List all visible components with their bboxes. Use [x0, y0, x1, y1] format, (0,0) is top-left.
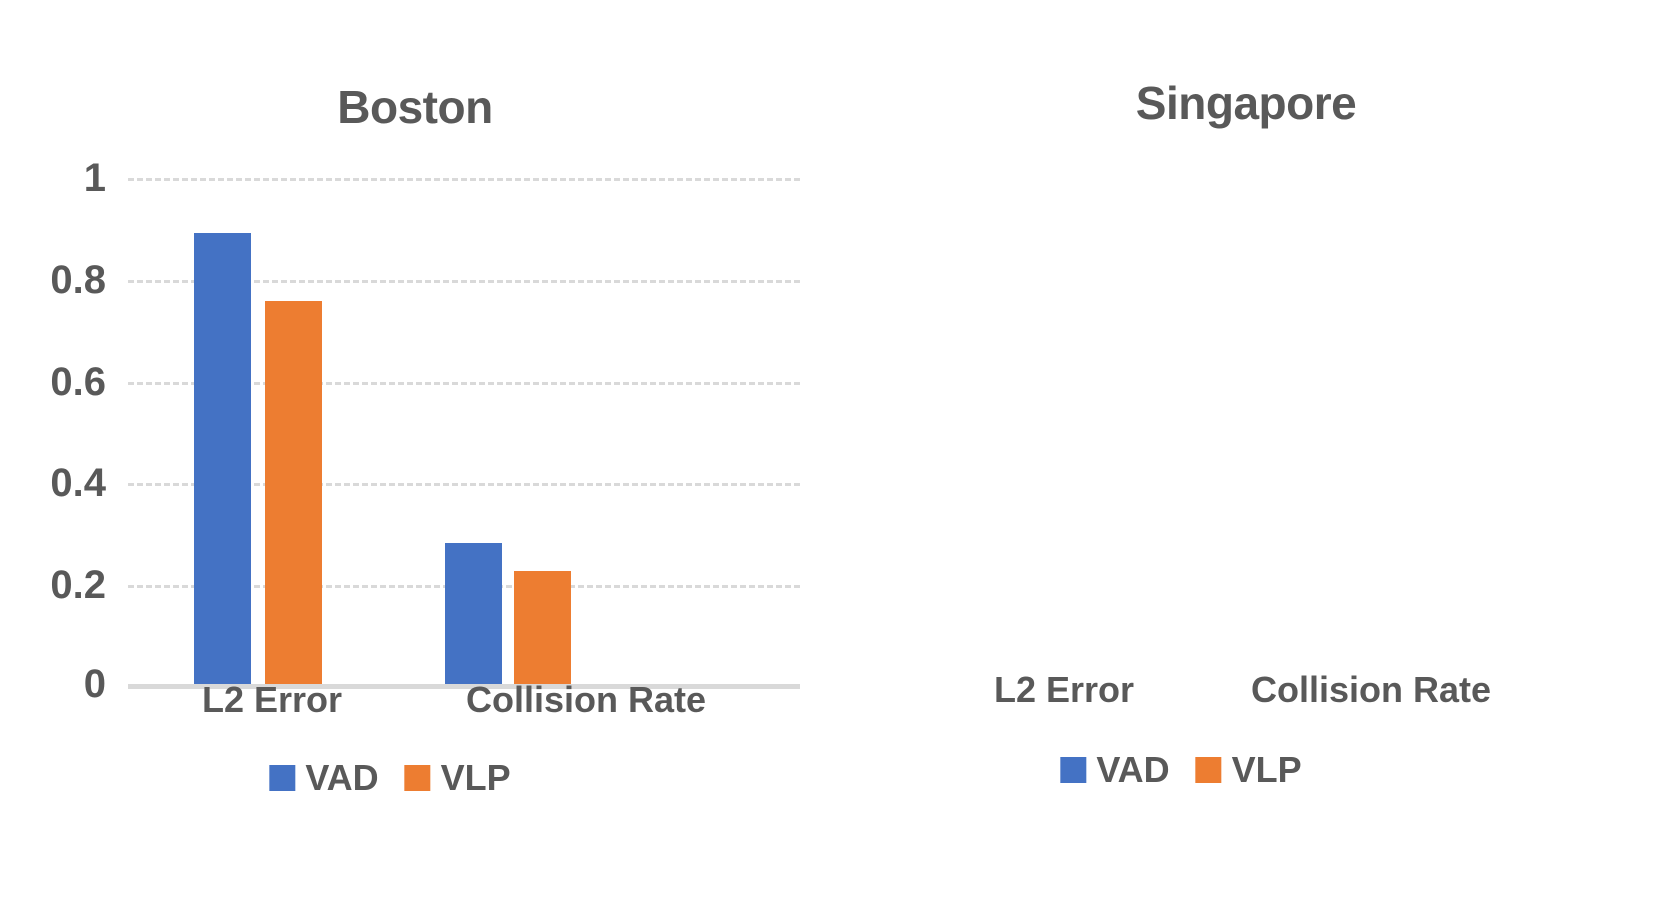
x-axis-line — [128, 684, 800, 689]
legend-item-vlp[interactable]: VLP — [404, 757, 511, 798]
plot-area-boston: 1 0.8 0.6 0.4 0.2 0 — [50, 158, 800, 704]
legend-boston: VAD VLP — [269, 757, 511, 798]
y-tick-label-0: 0 — [83, 662, 106, 706]
chart-title-singapore: Singapore — [1135, 77, 1357, 129]
legend-singapore: VAD VLP — [1060, 749, 1302, 790]
bar-boston-collisionrate-vlp[interactable] — [514, 571, 571, 684]
y-tick-label-0.8: 0.8 — [50, 258, 106, 302]
chart-title-boston: Boston — [337, 81, 493, 133]
category-label-l2-error: L2 Error — [993, 669, 1135, 710]
y-tick-label-0.6: 0.6 — [50, 360, 106, 404]
category-label-collision-rate: Collision Rate — [465, 679, 707, 720]
chart-panel-singapore: Singapore 1 0.8 0.6 0.4 0.2 0 L2 Error C… — [831, 0, 1661, 897]
legend-label-vlp: VLP — [440, 757, 511, 798]
legend-label-vlp: VLP — [1231, 749, 1302, 790]
category-label-l2-error: L2 Error — [201, 679, 343, 720]
legend-item-vlp[interactable]: VLP — [1195, 749, 1302, 790]
legend-swatch-vlp-icon — [1195, 757, 1222, 783]
y-tick-label-1.0: 1 — [83, 156, 106, 200]
legend-label-vad: VAD — [305, 757, 379, 798]
legend-item-vad[interactable]: VAD — [1060, 749, 1170, 790]
y-tick-label-0.4: 0.4 — [50, 461, 106, 505]
bar-boston-l2error-vlp[interactable] — [265, 301, 322, 684]
legend-swatch-vad-icon — [269, 765, 296, 791]
bar-boston-l2error-vad[interactable] — [194, 233, 251, 684]
gridline-0.6 — [128, 382, 800, 385]
chart-panel-boston: Boston 1 0.8 0.6 0.4 0.2 0 L2 Error Coll… — [0, 0, 830, 897]
legend-swatch-vlp-icon — [404, 765, 431, 791]
gridline-1.0 — [128, 178, 800, 181]
legend-item-vad[interactable]: VAD — [269, 757, 379, 798]
gridline-0.4 — [128, 483, 800, 486]
legend-swatch-vad-icon — [1060, 757, 1087, 783]
category-label-collision-rate: Collision Rate — [1250, 669, 1492, 710]
y-tick-label-0.2: 0.2 — [50, 563, 106, 607]
legend-label-vad: VAD — [1096, 749, 1170, 790]
bar-boston-collisionrate-vad[interactable] — [445, 542, 502, 684]
gridline-0.8 — [128, 280, 800, 283]
